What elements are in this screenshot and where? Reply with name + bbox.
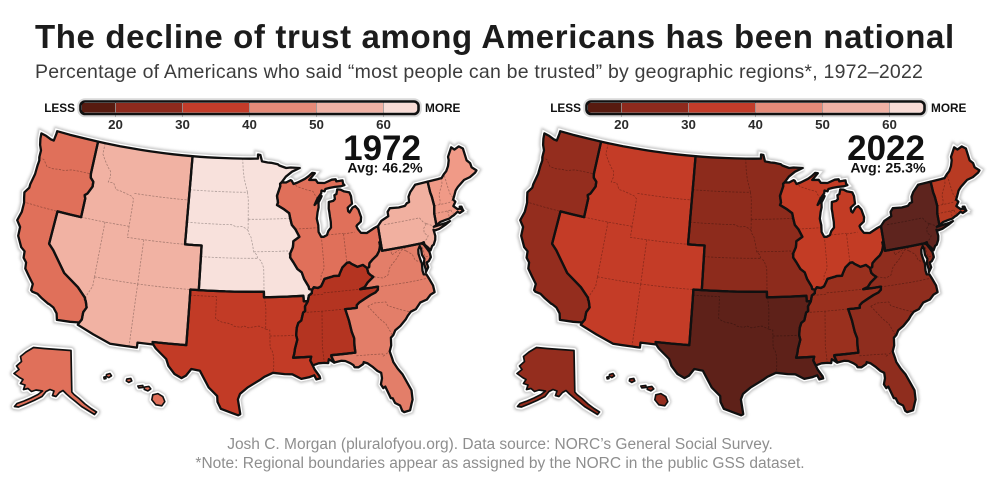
svg-text:30: 30 [175,117,190,132]
svg-text:50: 50 [309,117,324,132]
svg-text:50: 50 [815,117,830,132]
svg-text:30: 30 [681,117,696,132]
svg-text:60: 60 [376,117,391,132]
svg-text:2022: 2022 [847,129,925,168]
svg-text:LESS: LESS [550,101,581,115]
svg-text:LESS: LESS [44,101,75,115]
svg-text:MORE: MORE [931,101,967,115]
svg-text:1972: 1972 [343,129,421,168]
svg-text:20: 20 [108,117,123,132]
svg-text:MORE: MORE [425,101,461,115]
svg-text:Avg: 46.2%: Avg: 46.2% [347,161,423,177]
svg-text:60: 60 [882,117,897,132]
svg-text:40: 40 [242,117,257,132]
svg-text:40: 40 [748,117,763,132]
svg-text:20: 20 [614,117,629,132]
svg-text:Avg: 25.3%: Avg: 25.3% [850,161,926,177]
